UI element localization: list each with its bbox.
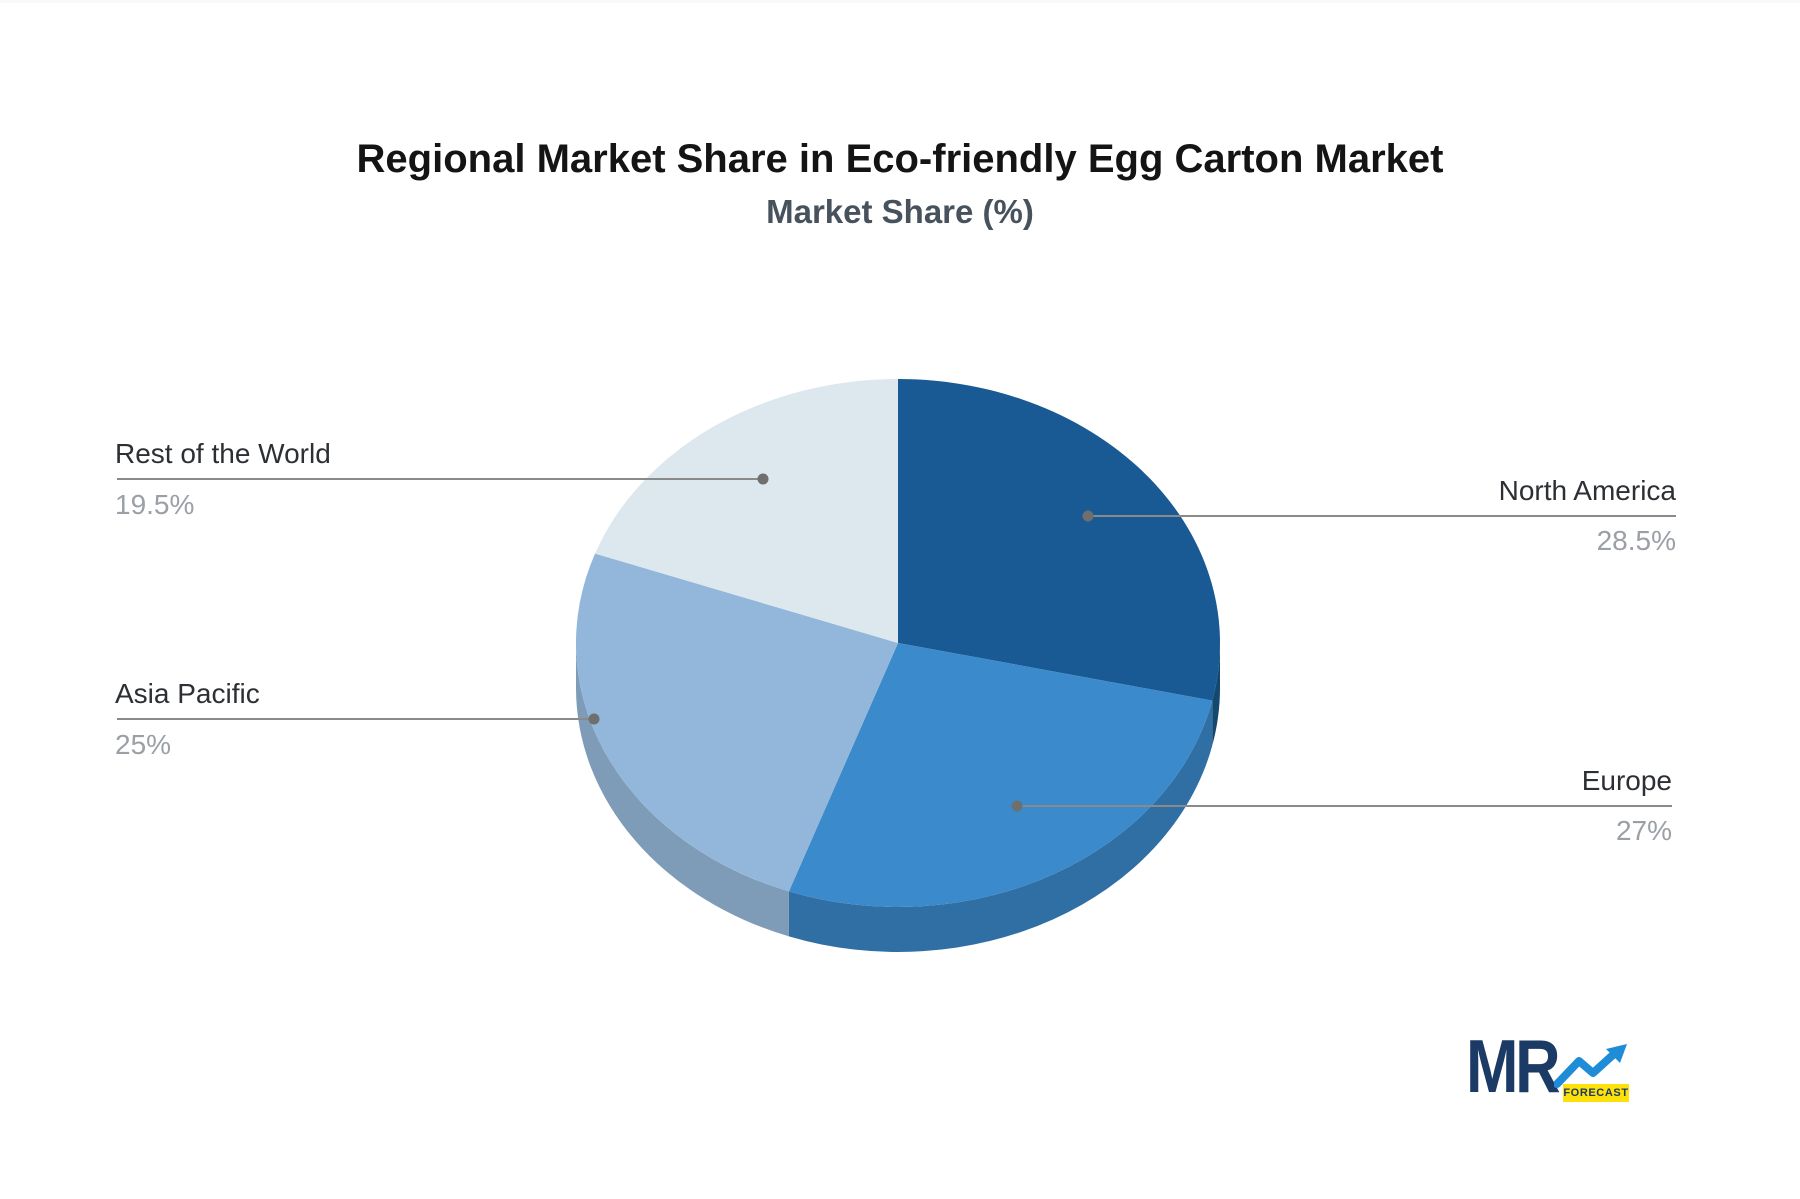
callout-label-rest-of-the-world: Rest of the World <box>115 438 331 469</box>
callout-value-asia-pacific: 25% <box>115 729 172 760</box>
logo-mr-text: MR <box>1466 1024 1561 1108</box>
pie-slice-rest-of-the-world <box>595 379 898 643</box>
trend-arrow-icon <box>1554 1044 1627 1088</box>
chart-subtitle: Market Share (%) <box>766 193 1034 230</box>
pie-slice-asia-pacific <box>576 553 898 892</box>
leader-dot-asia-pacific <box>588 713 600 725</box>
pie-slice-europe <box>788 643 1213 908</box>
callout-label-europe: Europe <box>1581 765 1672 796</box>
mr-forecast-logo: MR FORECAST <box>1466 1029 1646 1109</box>
callout-label-north-america: North America <box>1498 475 1676 506</box>
callout-value-north-america: 28.5% <box>1596 525 1676 556</box>
pie-chart <box>117 379 1676 952</box>
pie-slice-side-north-america <box>1212 643 1220 746</box>
leader-lines <box>117 473 1676 812</box>
chart-title: Regional Market Share in Eco-friendly Eg… <box>356 137 1444 181</box>
pie-slice-north-america <box>898 379 1220 701</box>
callout-value-rest-of-the-world: 19.5% <box>115 489 195 520</box>
leader-dot-europe <box>1011 800 1023 812</box>
callout-value-europe: 27% <box>1615 815 1672 846</box>
logo-forecast-badge: FORECAST <box>1563 1084 1629 1102</box>
pie-slice-side-asia-pacific <box>576 643 789 937</box>
callout-label-asia-pacific: Asia Pacific <box>115 678 260 709</box>
leader-dot-rest-of-the-world <box>757 473 769 485</box>
leader-dot-north-america <box>1082 510 1094 522</box>
pie-slices <box>576 379 1220 952</box>
pie-slice-side-europe <box>788 700 1213 952</box>
